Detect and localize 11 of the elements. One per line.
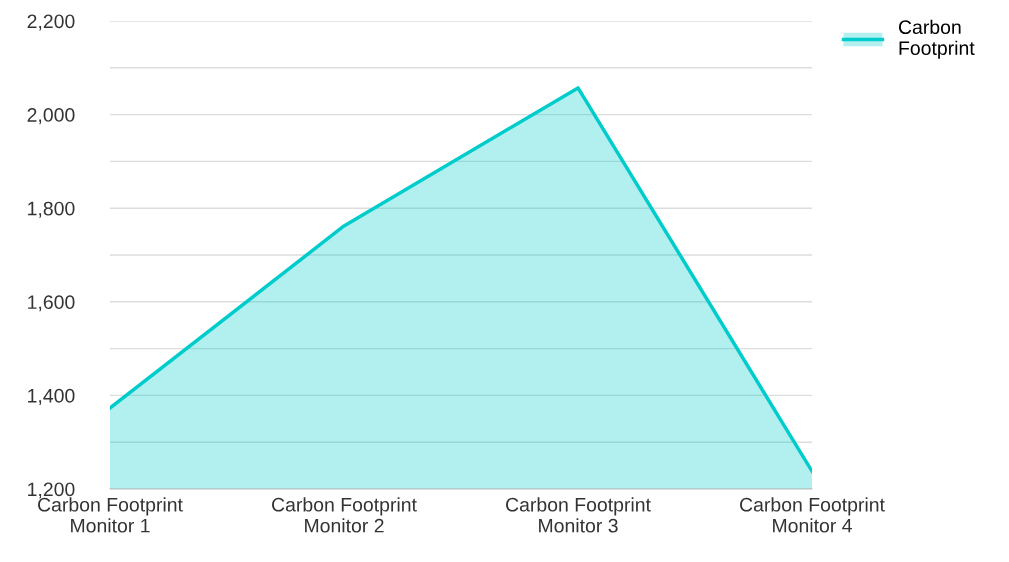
y-tick-label: 1,200	[28, 482, 75, 499]
x-tick-label: Carbon Footprint Monitor 3	[506, 497, 651, 533]
y-tick-label: 1,600	[28, 295, 75, 312]
x-tick-label: Carbon Footprint Monitor 4	[740, 497, 885, 533]
y-tick-label: 1,400	[28, 388, 75, 405]
y-tick-label: 2,200	[27, 14, 75, 31]
x-tick-label: Carbon Footprint Monitor 2	[272, 497, 417, 533]
y-tick-label: 1,800	[28, 201, 75, 218]
legend-label: Carbon Footprint	[898, 19, 975, 59]
y-tick-label: 2,000	[27, 108, 75, 125]
x-tick-label: Carbon Footprint Monitor 1	[38, 497, 183, 533]
